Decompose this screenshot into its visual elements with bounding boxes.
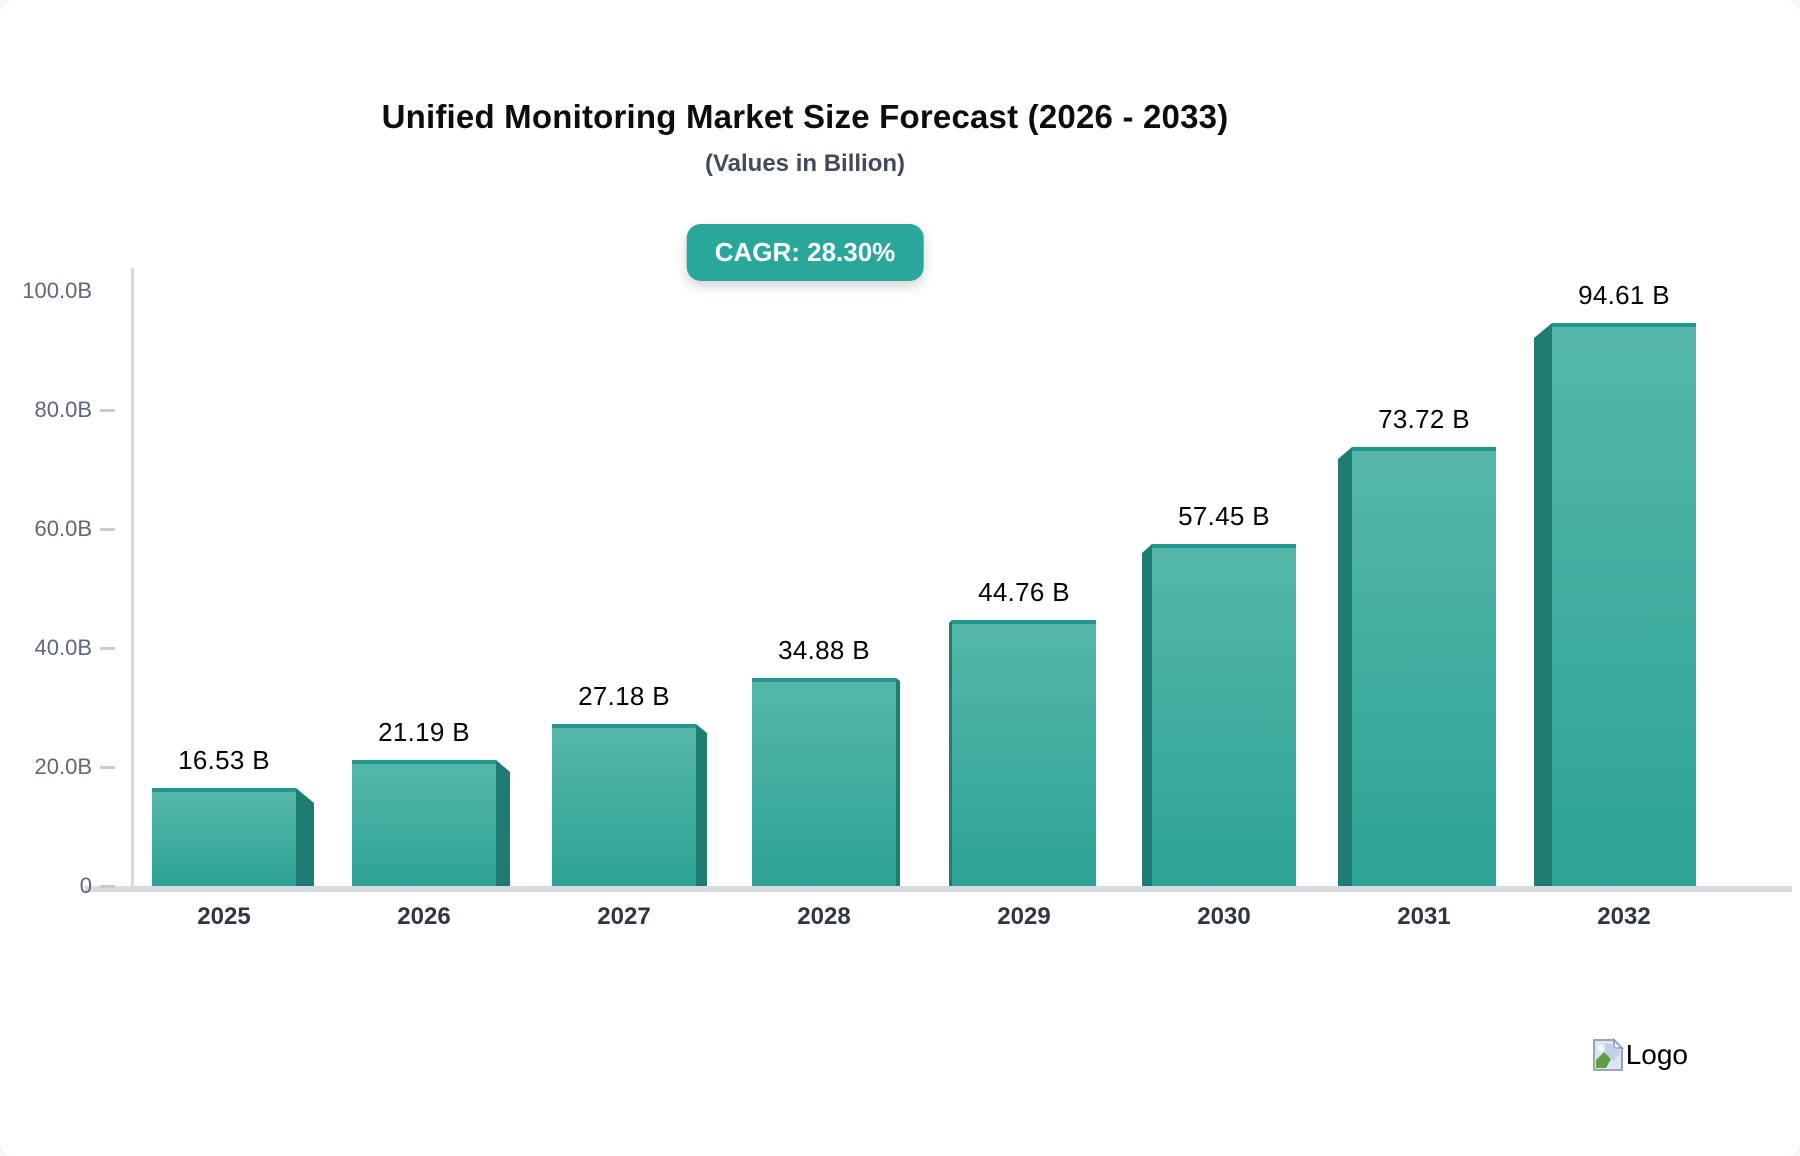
bar-side-face [1534,323,1552,886]
logo-text: Logo [1625,1039,1688,1070]
bar-2031[interactable] [1352,447,1496,886]
bar-side-face [296,788,314,886]
y-axis-tick-label: 40.0B [34,635,93,660]
bar-side-face [949,620,952,886]
y-axis-tick-mark [100,528,115,531]
x-axis-baseline [85,886,1792,892]
bar-value-label: 34.88 B [778,635,870,665]
x-axis-label-2031: 2031 [1397,903,1451,930]
y-axis-line [131,268,134,889]
bar-side-face [896,678,900,886]
bar-value-label: 27.18 B [578,681,670,711]
bar-2027[interactable] [552,724,696,886]
x-axis-label-2029: 2029 [997,903,1051,930]
bar-value-label: 16.53 B [178,745,270,775]
bar-side-face [1142,544,1152,886]
bar-value-label: 44.76 B [978,577,1070,607]
bar-2029[interactable] [952,620,1096,886]
x-axis-label-2026: 2026 [397,903,451,930]
bar-2025[interactable] [152,788,296,886]
bar-2028[interactable] [752,678,896,886]
y-axis-tick-mark [100,647,115,650]
x-axis-label-2025: 2025 [197,903,251,930]
y-axis-tick-label: 60.0B [34,516,93,541]
bar-2030[interactable] [1152,544,1296,886]
y-axis-tick-mark [100,766,115,769]
cagr-badge: CAGR: 28.30% [686,224,924,281]
x-axis-label-2028: 2028 [797,903,851,930]
bar-2026[interactable] [352,760,496,886]
y-axis-tick-label: 0 [79,873,92,898]
bar-side-face [496,760,510,886]
x-axis-label-2030: 2030 [1197,903,1251,930]
bar-value-label: 57.45 B [1178,501,1270,531]
bar-side-face [696,724,707,886]
bar-value-label: 21.19 B [378,717,470,747]
broken-image-icon [1592,1038,1624,1071]
y-axis-tick-label: 20.0B [34,754,93,779]
chart-subtitle: (Values in Billion) [704,150,906,177]
y-axis-tick-label: 80.0B [34,397,93,422]
bar-value-label: 94.61 B [1578,280,1670,310]
y-axis-tick-mark [100,885,115,888]
bar-value-label: 73.72 B [1378,404,1470,434]
x-axis-label-2032: 2032 [1597,903,1651,930]
y-axis-tick-mark [100,409,115,412]
bar-side-face [1338,447,1352,886]
bar-2032[interactable] [1552,323,1696,886]
chart-title: Unified Monitoring Market Size Forecast … [381,98,1229,135]
logo: Logo [1592,1038,1688,1072]
x-axis-label-2027: 2027 [597,903,651,930]
y-axis-tick-label: 100.0B [22,278,92,303]
